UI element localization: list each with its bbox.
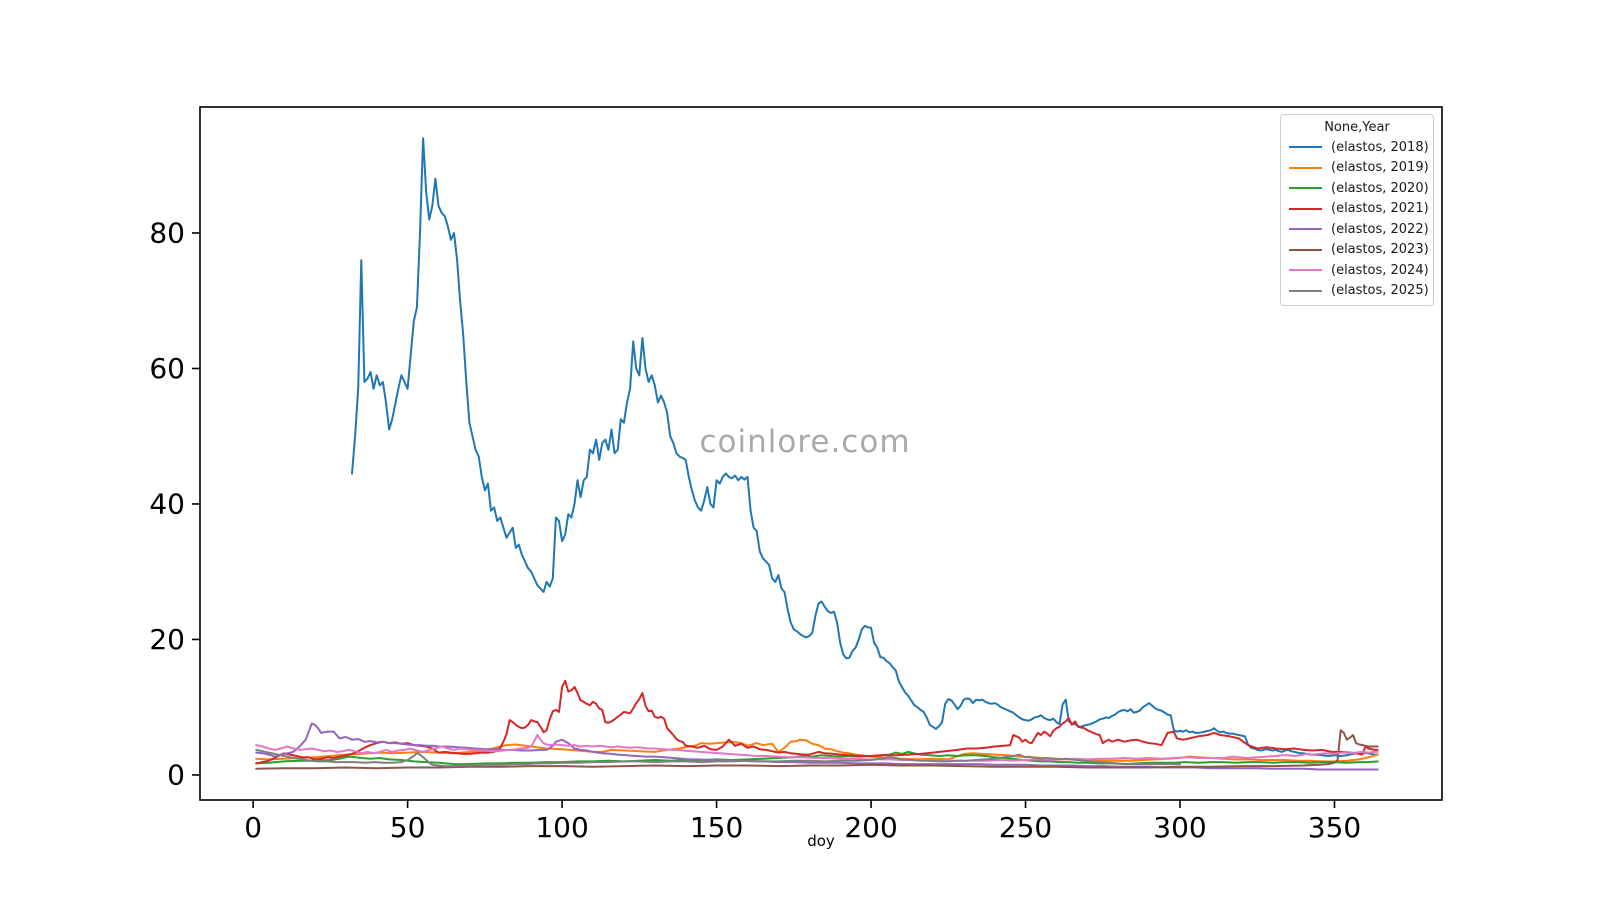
x-tick-label: 350 [1308, 811, 1361, 844]
legend-line-swatch [1289, 248, 1322, 251]
x-tick-label: 150 [690, 811, 743, 844]
series-line-2024 [255, 734, 1379, 762]
legend-item-2020: (elastos, 2020) [1281, 178, 1433, 199]
legend-item-2024: (elastos, 2024) [1281, 260, 1433, 281]
legend-label: (elastos, 2022) [1331, 221, 1429, 237]
legend-line-swatch [1289, 146, 1322, 149]
x-tick-label: 100 [535, 811, 588, 844]
legend-label: (elastos, 2024) [1331, 262, 1429, 278]
legend-label: (elastos, 2018) [1331, 139, 1429, 155]
legend-item-2018: (elastos, 2018) [1281, 137, 1433, 158]
y-tick-label: 80 [149, 217, 185, 250]
legend-line-swatch [1289, 166, 1322, 169]
legend-item-2023: (elastos, 2023) [1281, 240, 1433, 261]
y-tick-label: 0 [167, 758, 185, 791]
x-tick-label: 50 [390, 811, 426, 844]
x-axis-label: doy [807, 832, 835, 850]
y-tick-label: 40 [149, 487, 185, 520]
x-tick-label: 200 [844, 811, 897, 844]
legend-line-swatch [1289, 269, 1322, 272]
legend-label: (elastos, 2025) [1331, 283, 1429, 299]
x-tick-label: 0 [244, 811, 262, 844]
legend-item-2021: (elastos, 2021) [1281, 199, 1433, 220]
legend-label: (elastos, 2019) [1331, 160, 1429, 176]
legend-line-swatch [1289, 187, 1322, 190]
plot-frame [199, 106, 1443, 801]
legend-line-swatch [1289, 207, 1322, 210]
legend-label: (elastos, 2020) [1331, 180, 1429, 196]
series-line-2023 [255, 729, 1379, 770]
series-line-2025 [255, 748, 1181, 768]
series-line-2018 [351, 137, 1379, 757]
y-tick-label: 60 [149, 352, 185, 385]
legend-item-2022: (elastos, 2022) [1281, 219, 1433, 240]
legend-line-swatch [1289, 228, 1322, 231]
x-tick-label: 300 [1153, 811, 1206, 844]
legend-label: (elastos, 2023) [1331, 242, 1429, 258]
legend-title: None,Year [1324, 120, 1390, 135]
series-line-2021 [255, 679, 1379, 765]
legend: None,Year (elastos, 2018) (elastos, 2019)… [1280, 114, 1434, 306]
legend-item-2025: (elastos, 2025) [1281, 281, 1433, 302]
legend-label: (elastos, 2021) [1331, 201, 1429, 217]
legend-line-swatch [1289, 289, 1322, 292]
watermark: coinlore.com [699, 424, 911, 460]
y-tick-label: 20 [149, 623, 185, 656]
x-tick-label: 250 [999, 811, 1052, 844]
legend-item-2019: (elastos, 2019) [1281, 158, 1433, 179]
